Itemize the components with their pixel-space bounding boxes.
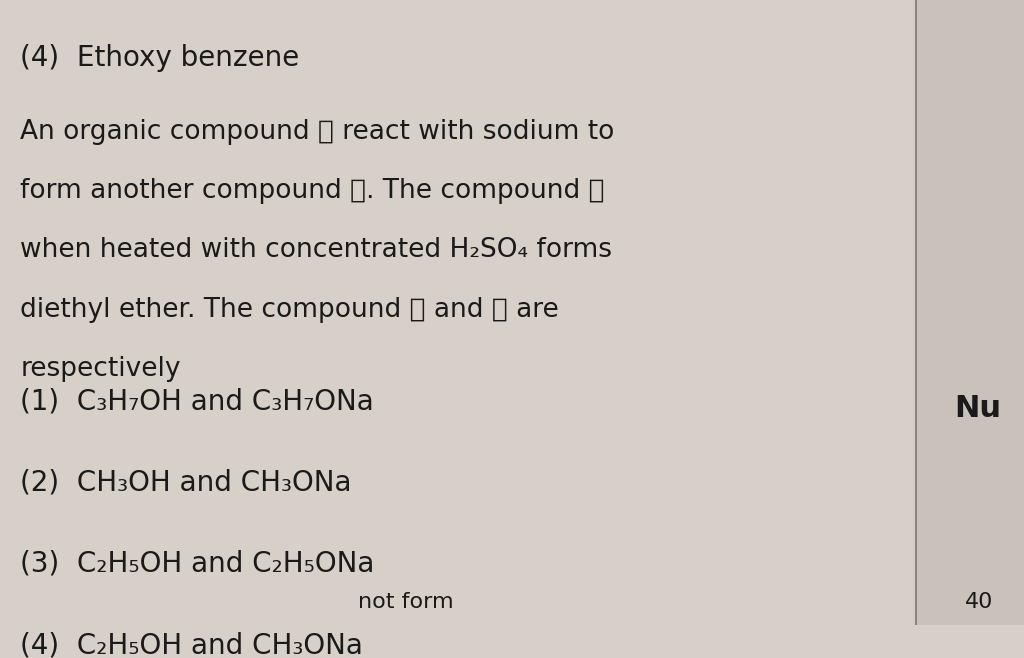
- Bar: [916, 0, 1024, 625]
- Text: form another compound Ⓑ. The compound Ⓐ: form another compound Ⓑ. The compound Ⓐ: [20, 178, 605, 204]
- Text: diethyl ether. The compound Ⓐ and Ⓑ are: diethyl ether. The compound Ⓐ and Ⓑ are: [20, 297, 559, 323]
- Text: (3)  C₂H₅OH and C₂H₅ONa: (3) C₂H₅OH and C₂H₅ONa: [20, 550, 375, 578]
- Text: (2)  CH₃OH and CH₃ONa: (2) CH₃OH and CH₃ONa: [20, 468, 352, 497]
- Text: not form: not form: [358, 592, 454, 613]
- Text: 40: 40: [965, 592, 993, 613]
- Text: An organic compound Ⓐ react with sodium to: An organic compound Ⓐ react with sodium …: [20, 118, 614, 145]
- Text: respectively: respectively: [20, 356, 181, 382]
- Text: Nu: Nu: [954, 393, 1001, 422]
- Text: when heated with concentrated H₂SO₄ forms: when heated with concentrated H₂SO₄ form…: [20, 238, 612, 263]
- Text: (1)  C₃H₇OH and C₃H₇ONa: (1) C₃H₇OH and C₃H₇ONa: [20, 388, 374, 415]
- Text: (4)  C₂H₅OH and CH₃ONa: (4) C₂H₅OH and CH₃ONa: [20, 631, 364, 658]
- Text: (4)  Ethoxy benzene: (4) Ethoxy benzene: [20, 43, 300, 72]
